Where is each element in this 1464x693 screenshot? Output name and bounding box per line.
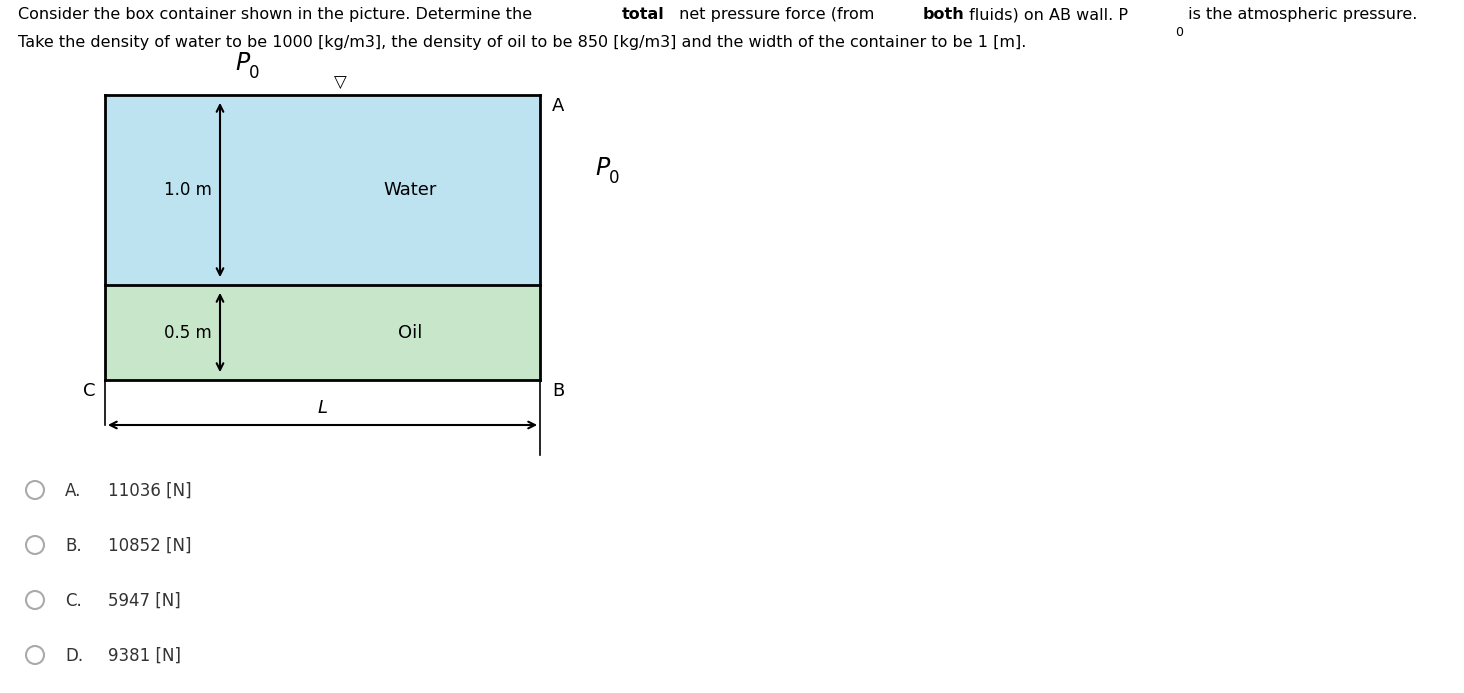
Text: 0.5 m: 0.5 m: [164, 324, 212, 342]
Text: 11036 [N]: 11036 [N]: [108, 482, 192, 500]
Text: A.: A.: [64, 482, 82, 500]
Text: Consider the box container shown in the picture. Determine the: Consider the box container shown in the …: [18, 7, 537, 22]
Text: net pressure force (from: net pressure force (from: [673, 7, 880, 22]
Bar: [105, 95, 540, 285]
Text: both: both: [922, 7, 965, 22]
Text: ▽: ▽: [334, 74, 347, 92]
Text: is the atmospheric pressure.: is the atmospheric pressure.: [1183, 7, 1417, 22]
Text: A: A: [552, 97, 565, 115]
Text: total: total: [622, 7, 665, 22]
Text: Take the density of water to be 1000 [kg/m3], the density of oil to be 850 [kg/m: Take the density of water to be 1000 [kg…: [18, 35, 1026, 50]
Text: 0: 0: [1176, 26, 1183, 40]
Text: $0$: $0$: [247, 64, 259, 82]
Text: 5947 [N]: 5947 [N]: [108, 592, 180, 610]
Text: $P$: $P$: [594, 156, 610, 180]
Text: 10852 [N]: 10852 [N]: [108, 537, 192, 555]
Text: L: L: [318, 399, 328, 417]
Text: D.: D.: [64, 647, 83, 665]
Text: Water: Water: [384, 181, 436, 199]
Text: Oil: Oil: [398, 324, 422, 342]
Text: B.: B.: [64, 537, 82, 555]
Bar: [105, 285, 540, 380]
Text: fluids) on AB wall. P: fluids) on AB wall. P: [965, 7, 1129, 22]
Text: 1.0 m: 1.0 m: [164, 181, 212, 199]
Text: 9381 [N]: 9381 [N]: [108, 647, 182, 665]
Text: B: B: [552, 382, 564, 400]
Text: C: C: [82, 382, 95, 400]
Text: C.: C.: [64, 592, 82, 610]
Text: $P$: $P$: [236, 51, 252, 75]
Text: $0$: $0$: [608, 169, 619, 187]
